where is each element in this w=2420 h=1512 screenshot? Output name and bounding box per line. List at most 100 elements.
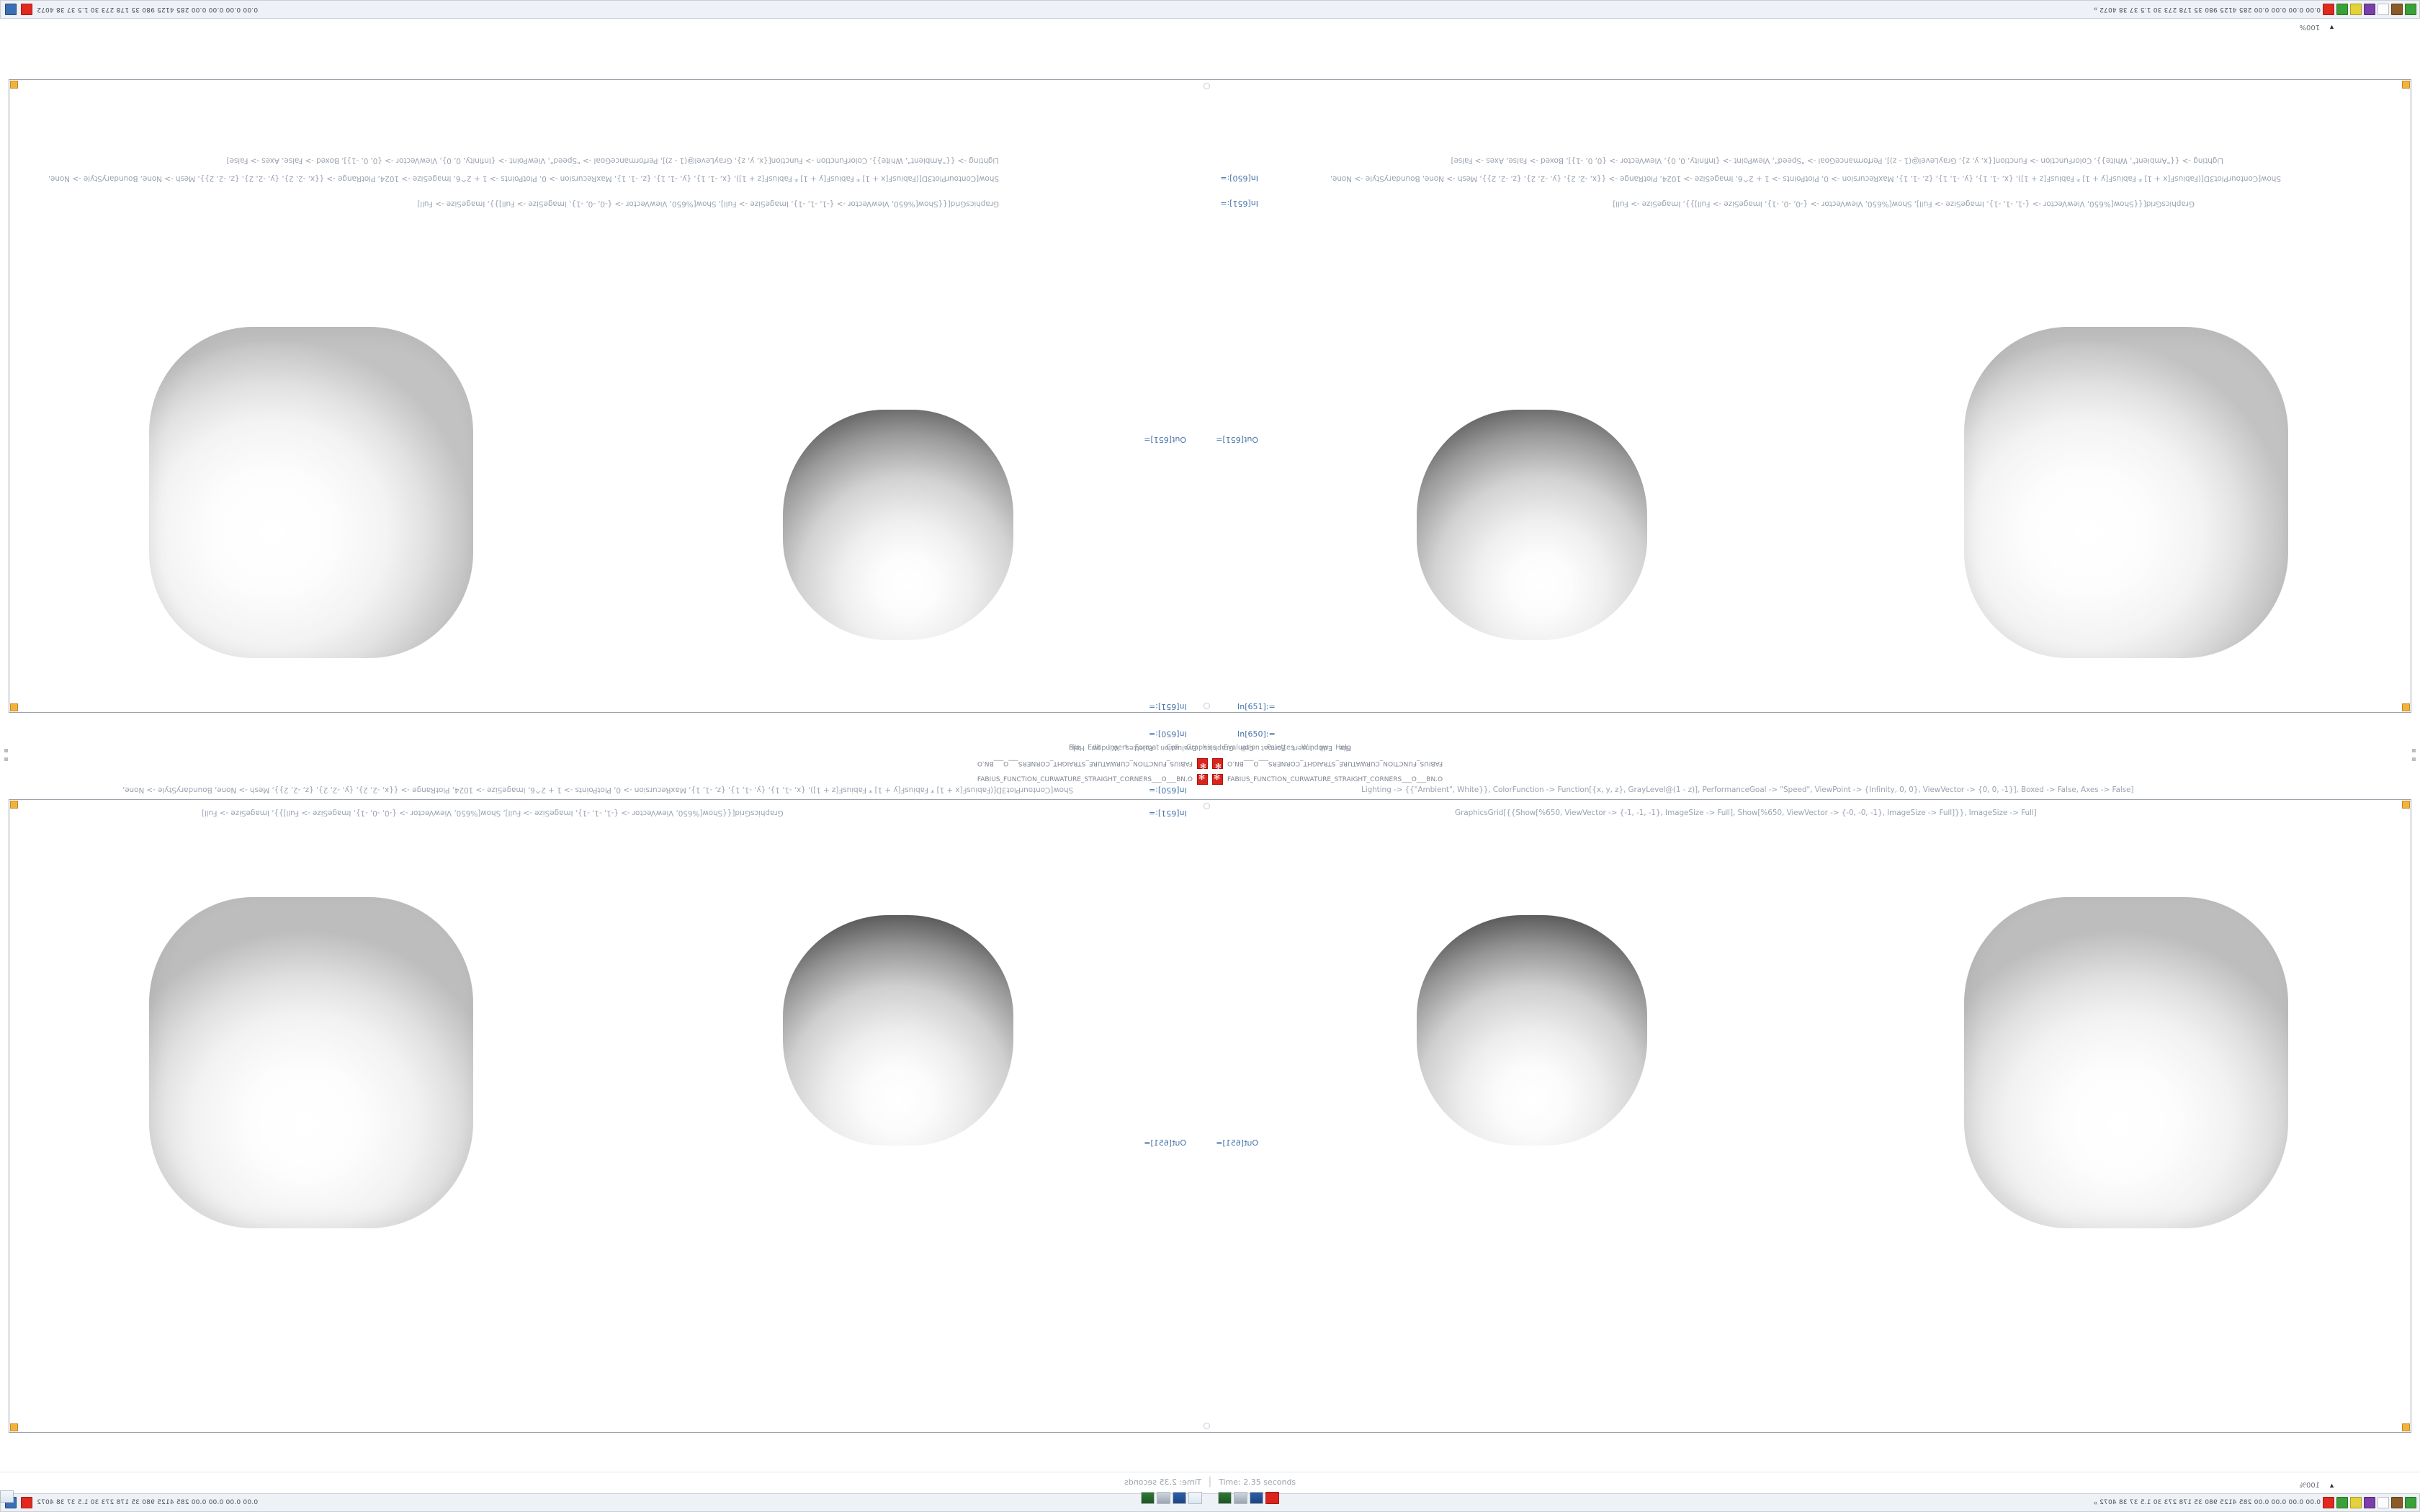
cell-bracket-corner-br[interactable] bbox=[10, 81, 18, 89]
tray-icon-network[interactable] bbox=[5, 4, 17, 15]
menu-item-palettes[interactable]: Palettes bbox=[1266, 744, 1294, 752]
cell-bracket-corner-bl[interactable] bbox=[2402, 81, 2410, 89]
taskbar-stats: 0.00 0.00 0.00 0.00 285 4125 980 35 178 … bbox=[2099, 6, 2321, 13]
menu-item-edit[interactable]: Edit bbox=[1087, 744, 1101, 752]
launcher-icon-4[interactable] bbox=[2364, 4, 2375, 15]
monitor-icon[interactable] bbox=[1157, 1491, 1170, 1504]
mathematica-app-icon[interactable] bbox=[1212, 758, 1223, 769]
notebook-icon-12[interactable] bbox=[0, 1490, 14, 1503]
in-label-a: In[651]:= bbox=[1149, 702, 1187, 711]
mathematica-app-icon-4[interactable] bbox=[1212, 773, 1223, 785]
code-line-cell1-mirror[interactable]: GraphicsGrid[{{Show[%650, ViewVector -> … bbox=[417, 199, 999, 208]
menu-item-window[interactable]: Window bbox=[1301, 744, 1329, 752]
status-time-mirrored: Time: 2.35 seconds bbox=[1124, 1477, 1201, 1487]
window-control-mark-2[interactable] bbox=[4, 757, 8, 761]
in-label-cell2: In[650]:= bbox=[1220, 174, 1258, 183]
fabius-surface-rounded-cube-3[interactable] bbox=[1964, 897, 2288, 1228]
code-line-cell2-b[interactable]: Lighting -> {{"Ambient", White}}, ColorF… bbox=[1451, 156, 2223, 165]
menu-item-format[interactable]: Format bbox=[1134, 744, 1160, 752]
code-line-cell1[interactable]: GraphicsGrid[{{Show[%650, ViewVector -> … bbox=[1613, 199, 2195, 208]
icon-tray[interactable] bbox=[0, 1490, 1279, 1504]
status-bar: Time: 2.35 seconds | Time: 2.35 seconds bbox=[1124, 1475, 1296, 1488]
menu-item-insert[interactable]: Insert bbox=[1108, 744, 1128, 752]
center-chrome-strip: In[651]:= In[651]:= In[650]:= In[650]:= … bbox=[0, 702, 2420, 788]
save-icon[interactable] bbox=[1173, 1491, 1186, 1504]
code-line-cell2-a-mirror[interactable]: Show[ContourPlot3D[(FabiusF[x + 1] * Fab… bbox=[48, 174, 999, 183]
code-line-mid-b[interactable]: Lighting -> {{"Ambient", White}}, ColorF… bbox=[1361, 786, 2134, 794]
menu-item-file[interactable]: File bbox=[1069, 744, 1080, 752]
code-line-mid-d[interactable]: GraphicsGrid[{{Show[%650, ViewVector -> … bbox=[1455, 809, 2037, 817]
zoom-level-label: 100% bbox=[2299, 23, 2321, 32]
window-icon-tray[interactable] bbox=[0, 1490, 2420, 1505]
taskbar-tray[interactable]: 0.00 0.00 0.00 0.00 285 4125 980 35 178 … bbox=[1, 4, 258, 15]
os-taskbar-top[interactable]: 0.00 0.00 0.00 0.00 285 4125 980 35 178 … bbox=[0, 0, 2420, 19]
menu-item-evaluation[interactable]: Evaluation bbox=[1223, 744, 1260, 752]
taskbar-launchers[interactable]: 0.00 0.00 0.00 0.00 285 4125 980 35 178 … bbox=[2094, 4, 2419, 15]
launcher-icon-2[interactable] bbox=[2391, 4, 2403, 15]
fabius-surface-rounded-cube-4[interactable] bbox=[149, 897, 473, 1228]
page-tick-bottom bbox=[1204, 1423, 1210, 1429]
code-line-cell2-b-mirror[interactable]: Lighting -> {{"Ambient", White}}, ColorF… bbox=[226, 156, 999, 165]
notebook-window-top[interactable]: Out[651]= Out[651]= GraphicsGrid[{{Show[… bbox=[9, 79, 2411, 713]
window-control-mark-4[interactable] bbox=[2412, 757, 2416, 761]
window-control-mark-1[interactable] bbox=[4, 749, 8, 752]
menu-item-cell[interactable]: Cell bbox=[1166, 744, 1179, 752]
fabius-surface-sphere-4[interactable] bbox=[783, 915, 1013, 1146]
window-title-left-2: FABIUS_FUNCTION_CURWATURE_STRAIGHT_CORNE… bbox=[977, 775, 1193, 783]
in-label-d: In[650]:= bbox=[1237, 729, 1276, 739]
launcher-icon-3[interactable] bbox=[2378, 4, 2389, 15]
code-line-mid-a[interactable]: Show[ContourPlot3D[(FabiusF[x + 1] * Fab… bbox=[122, 786, 1074, 794]
code-line-mid-c[interactable]: GraphicsGrid[{{Show[%650, ViewVector -> … bbox=[202, 809, 784, 817]
window-title-right: FABIUS_FUNCTION_CURWATURE_STRAIGHT_CORNE… bbox=[977, 760, 1193, 768]
monitor-icon-2[interactable] bbox=[1234, 1491, 1247, 1504]
cell-bracket-corner-br[interactable] bbox=[10, 1423, 18, 1431]
taskbar-tray-stats: 0.00 0.00 0.00 0.00 285 4125 980 35 178 … bbox=[37, 6, 259, 13]
window-titlebar-mirrored[interactable]: FABIUS_FUNCTION_CURWATURE_STRAIGHT_CORNE… bbox=[706, 758, 1714, 769]
mathematica-icon-2[interactable] bbox=[1265, 1491, 1279, 1504]
launcher-icon-6[interactable] bbox=[2336, 4, 2348, 15]
fabius-surface-sphere-2[interactable] bbox=[783, 410, 1013, 640]
zoom-row-top[interactable]: ▼ 100% bbox=[0, 19, 2420, 35]
fabius-surface-sphere-1[interactable] bbox=[1417, 410, 1647, 640]
center-code-strip: Show[ContourPlot3D[(FabiusF[x + 1] * Fab… bbox=[0, 781, 2420, 824]
in-label-c: In[650]:= bbox=[1149, 729, 1187, 739]
menu-bar[interactable]: File Edit Insert Format Cell Graphics Ev… bbox=[958, 744, 1462, 752]
tray-icon-record[interactable] bbox=[21, 4, 32, 15]
terminal-icon-2[interactable] bbox=[1218, 1491, 1232, 1504]
notebook-window-bottom[interactable]: Out[651]= Out[651]= bbox=[9, 799, 2411, 1433]
launcher-icon-1[interactable] bbox=[2405, 4, 2416, 15]
page-tick-bottom bbox=[1204, 83, 1210, 89]
fabius-surface-sphere-3[interactable] bbox=[1417, 915, 1647, 1146]
chevron-down-icon[interactable]: ▼ bbox=[2329, 24, 2335, 31]
window-title-right-2: FABIUS_FUNCTION_CURWATURE_STRAIGHT_CORNE… bbox=[1227, 775, 1443, 783]
mathematica-app-icon-3[interactable] bbox=[1197, 773, 1208, 785]
in-label-mid-2: In[651]:= bbox=[1149, 809, 1187, 818]
out-label-right-bottom: Out[651]= bbox=[1144, 1138, 1186, 1148]
out-label-left: Out[651]= bbox=[1216, 435, 1258, 444]
notebook-icon-6[interactable] bbox=[1188, 1491, 1202, 1504]
launcher-icon-7[interactable] bbox=[2323, 4, 2334, 15]
window-control-mark-3[interactable] bbox=[2412, 749, 2416, 752]
launcher-icon-5[interactable] bbox=[2350, 4, 2362, 15]
terminal-icon[interactable] bbox=[1141, 1491, 1155, 1504]
in-label-cell1: In[651]:= bbox=[1220, 199, 1258, 208]
window-title-left: FABIUS_FUNCTION_CURWATURE_STRAIGHT_CORNE… bbox=[1227, 760, 1443, 768]
icon-tray-mirrored[interactable] bbox=[1141, 1491, 1202, 1504]
chevron-up-icon[interactable]: » bbox=[2093, 6, 2097, 13]
menu-item-graphics[interactable]: Graphics bbox=[1186, 744, 1216, 752]
notebook-page-bottom: Out[651]= Out[651]= bbox=[9, 800, 2411, 1432]
menu-item-help[interactable]: Help bbox=[1335, 744, 1351, 752]
save-icon-2[interactable] bbox=[1250, 1491, 1263, 1504]
mathematica-app-icon-2[interactable] bbox=[1197, 758, 1208, 769]
window-titlebar[interactable]: FABIUS_FUNCTION_CURWATURE_STRAIGHT_CORNE… bbox=[706, 773, 1714, 785]
code-line-cell2-a[interactable]: Show[ContourPlot3D[(FabiusF[x + 1] * Fab… bbox=[1330, 174, 2281, 183]
in-label-mid: In[650]:= bbox=[1149, 786, 1187, 795]
out-label-right: Out[651]= bbox=[1144, 435, 1186, 444]
graphics-grid-row-top[interactable] bbox=[9, 266, 2411, 669]
out-label-left-bottom: Out[651]= bbox=[1216, 1138, 1258, 1148]
graphics-grid-row-bottom[interactable] bbox=[9, 886, 2411, 1290]
status-time: Time: 2.35 seconds bbox=[1219, 1477, 1296, 1487]
fabius-surface-rounded-cube-2[interactable] bbox=[149, 327, 473, 658]
cell-bracket-corner-bl[interactable] bbox=[2402, 1423, 2410, 1431]
fabius-surface-rounded-cube-1[interactable] bbox=[1964, 327, 2288, 658]
